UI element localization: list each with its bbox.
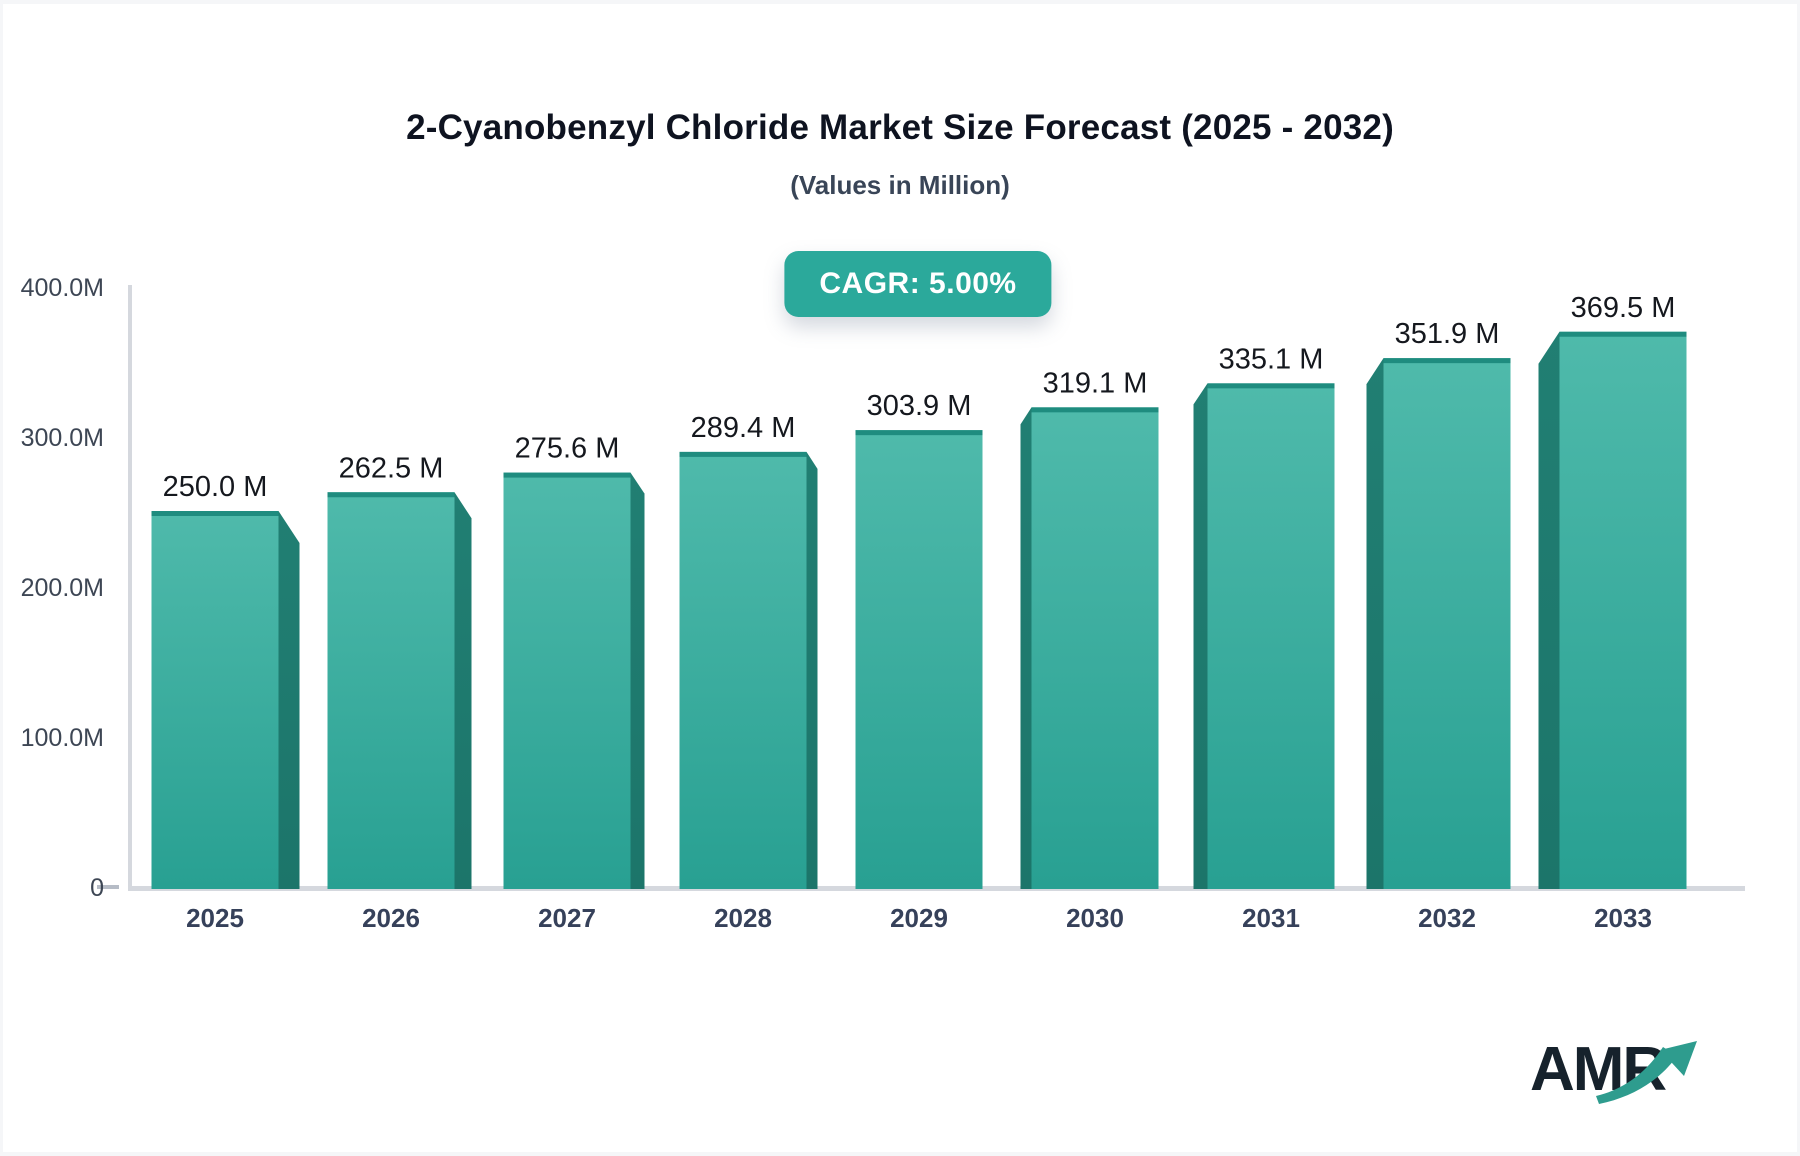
x-axis-label: 2025 xyxy=(186,903,244,933)
bar: 250.0 M xyxy=(151,471,300,889)
x-axis-label: 2027 xyxy=(538,903,596,933)
bar-side xyxy=(1366,358,1384,889)
x-axis-label: 2031 xyxy=(1242,903,1300,933)
bar-value-label: 335.1 M xyxy=(1219,343,1324,375)
bar-face xyxy=(327,492,455,889)
x-axis-label: 2032 xyxy=(1418,903,1476,933)
y-axis-label: 200.0M xyxy=(21,574,104,602)
bar-top-edge xyxy=(855,430,983,436)
bar-top-edge xyxy=(1207,383,1335,389)
bar-top-edge xyxy=(327,492,455,498)
chart-subtitle: (Values in Million) xyxy=(790,170,1010,200)
cagr-badge: CAGR: 5.00% xyxy=(784,251,1052,317)
bar-side xyxy=(454,492,472,889)
bar-value-label: 369.5 M xyxy=(1571,292,1676,324)
bar-value-label: 351.9 M xyxy=(1395,318,1500,350)
bar-value-label: 319.1 M xyxy=(1043,367,1148,399)
bar: 289.4 M xyxy=(679,412,818,889)
bar: 335.1 M xyxy=(1193,343,1335,889)
x-axis-labels-group: 2025 2026 2027 2028 2029 2030 2031 2032 2033 xyxy=(186,903,1652,933)
y-axis-label: 100.0M xyxy=(21,724,104,752)
bar-side xyxy=(1193,383,1208,889)
bar-face xyxy=(503,472,631,889)
bar-value-label: 250.0 M xyxy=(163,471,268,503)
x-axis-label: 2029 xyxy=(890,903,948,933)
y-axis-line xyxy=(128,285,132,891)
bar-value-label: 289.4 M xyxy=(691,412,796,444)
bar-top-edge xyxy=(679,451,807,457)
x-axis-label: 2028 xyxy=(714,903,772,933)
x-axis-label: 2030 xyxy=(1066,903,1124,933)
bar: 351.9 M xyxy=(1366,318,1511,889)
bar-face xyxy=(855,430,983,889)
bar-face xyxy=(1031,407,1159,889)
bar-value-label: 303.9 M xyxy=(867,390,972,422)
bar-side xyxy=(630,472,645,889)
amr-logo: AMR xyxy=(1530,1035,1697,1104)
bar-face xyxy=(1207,383,1335,889)
bar-face xyxy=(1559,331,1687,889)
zero-tick xyxy=(97,885,119,889)
y-axis-label: 300.0M xyxy=(21,424,104,452)
bar: 275.6 M xyxy=(503,433,645,889)
bar: 319.1 M xyxy=(1020,367,1159,889)
y-axis-label: 400.0M xyxy=(21,274,104,302)
bar: 262.5 M xyxy=(327,452,472,889)
bar-side xyxy=(1020,407,1032,889)
bar: 369.5 M xyxy=(1538,292,1687,889)
bar: 303.9 M xyxy=(855,390,983,889)
bar-top-edge xyxy=(151,511,279,516)
bar-side xyxy=(278,511,300,889)
amr-logo-arrow-head xyxy=(1660,1041,1697,1076)
bars-group: 250.0 M 262.5 M 275.6 M 289.4 M 303.9 M 319.1… xyxy=(151,292,1687,889)
bar-value-label: 262.5 M xyxy=(339,452,444,484)
bar-top-edge xyxy=(503,472,631,478)
bar-side xyxy=(1538,331,1560,889)
chart-title: 2-Cyanobenzyl Chloride Market Size Forec… xyxy=(406,108,1394,147)
bar-face xyxy=(679,451,807,889)
bar-face xyxy=(1383,358,1511,889)
bar-face xyxy=(151,511,279,889)
amr-logo-arrow-swoosh xyxy=(1596,1047,1677,1104)
bar-top-edge xyxy=(1559,331,1687,337)
bar-value-label: 275.6 M xyxy=(515,433,620,465)
y-axis-label: 0 xyxy=(90,874,104,902)
bar-top-edge xyxy=(1383,358,1511,364)
y-axis-labels-group: 0 100.0M 200.0M 300.0M 400.0M xyxy=(21,274,104,902)
x-axis-label: 2026 xyxy=(362,903,420,933)
bar-side xyxy=(806,451,818,889)
bar-top-edge xyxy=(1031,407,1159,413)
x-axis-label: 2033 xyxy=(1594,903,1652,933)
